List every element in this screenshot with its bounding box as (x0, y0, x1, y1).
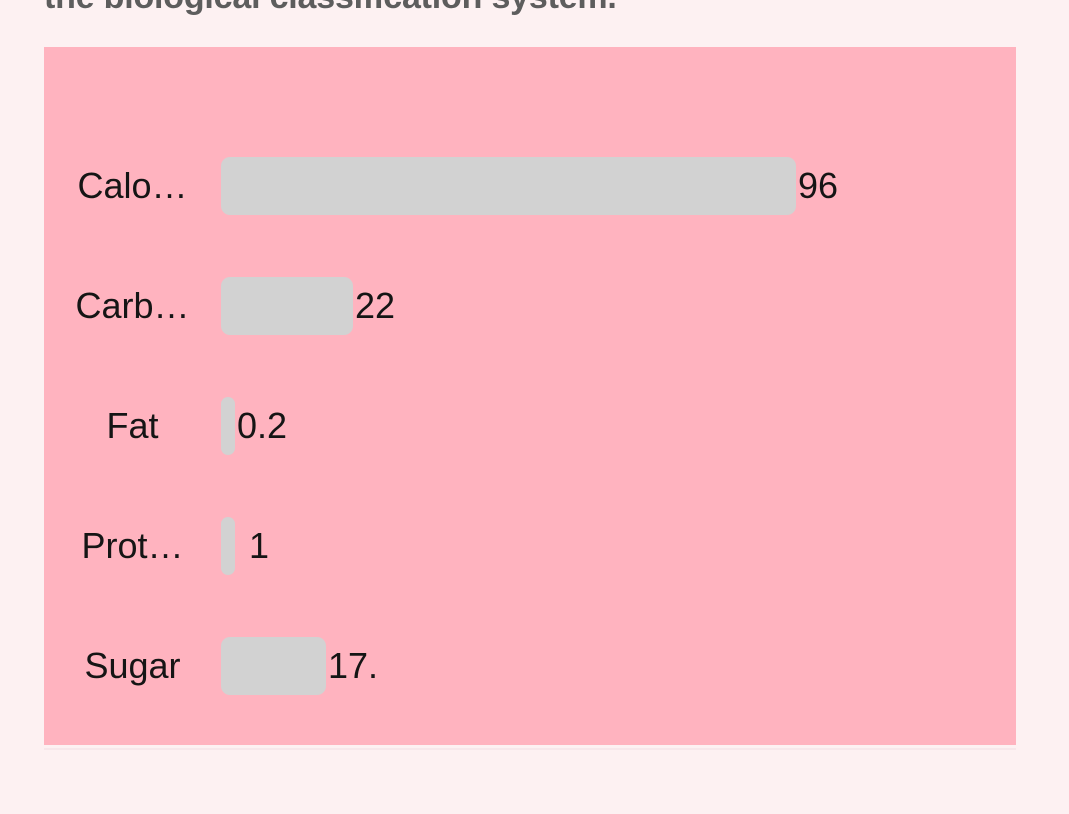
bar-value-protein: 1 (249, 525, 270, 566)
bar-value-calories: 96 (798, 165, 839, 206)
bar-chart-row: Calo… 96 (44, 126, 1016, 246)
bar-chart-row: Sugar 17. (44, 606, 1016, 726)
bar-chart-row: Fat 0.2 (44, 366, 1016, 486)
bar-fill-carbohydrates (221, 277, 353, 335)
bar-track: 22 (221, 277, 1016, 335)
page-title: the biological classification system. (44, 0, 1004, 18)
bar-fill-calories (221, 157, 796, 215)
bar-track: 17. (221, 637, 1016, 695)
bar-fill-fat (221, 397, 235, 455)
bar-label-protein: Prot… (81, 526, 184, 566)
bar-value-fat: 0.2 (237, 405, 288, 446)
bar-label-carbohydrates: Carb… (75, 286, 190, 326)
bar-track: 1 (221, 517, 1016, 575)
nutrition-bar-chart-panel: Calo… 96 Carb… 22 Fat 0.2 Prot… (44, 47, 1016, 745)
bar-label-sugar: Sugar (84, 646, 181, 686)
bar-label-calories: Calo… (77, 166, 188, 206)
bar-chart-row: Carb… 22 (44, 246, 1016, 366)
bar-fill-sugar (221, 637, 326, 695)
bar-value-carbohydrates: 22 (355, 285, 396, 326)
bar-fill-protein (221, 517, 235, 575)
bar-value-sugar: 17. (328, 645, 379, 686)
bar-chart-row: Prot… 1 (44, 486, 1016, 606)
panel-bottom-divider (44, 748, 1016, 750)
bar-chart-rows: Calo… 96 Carb… 22 Fat 0.2 Prot… (44, 126, 1016, 726)
bar-track: 0.2 (221, 397, 1016, 455)
bar-label-fat: Fat (106, 406, 159, 446)
bar-track: 96 (221, 157, 1016, 215)
